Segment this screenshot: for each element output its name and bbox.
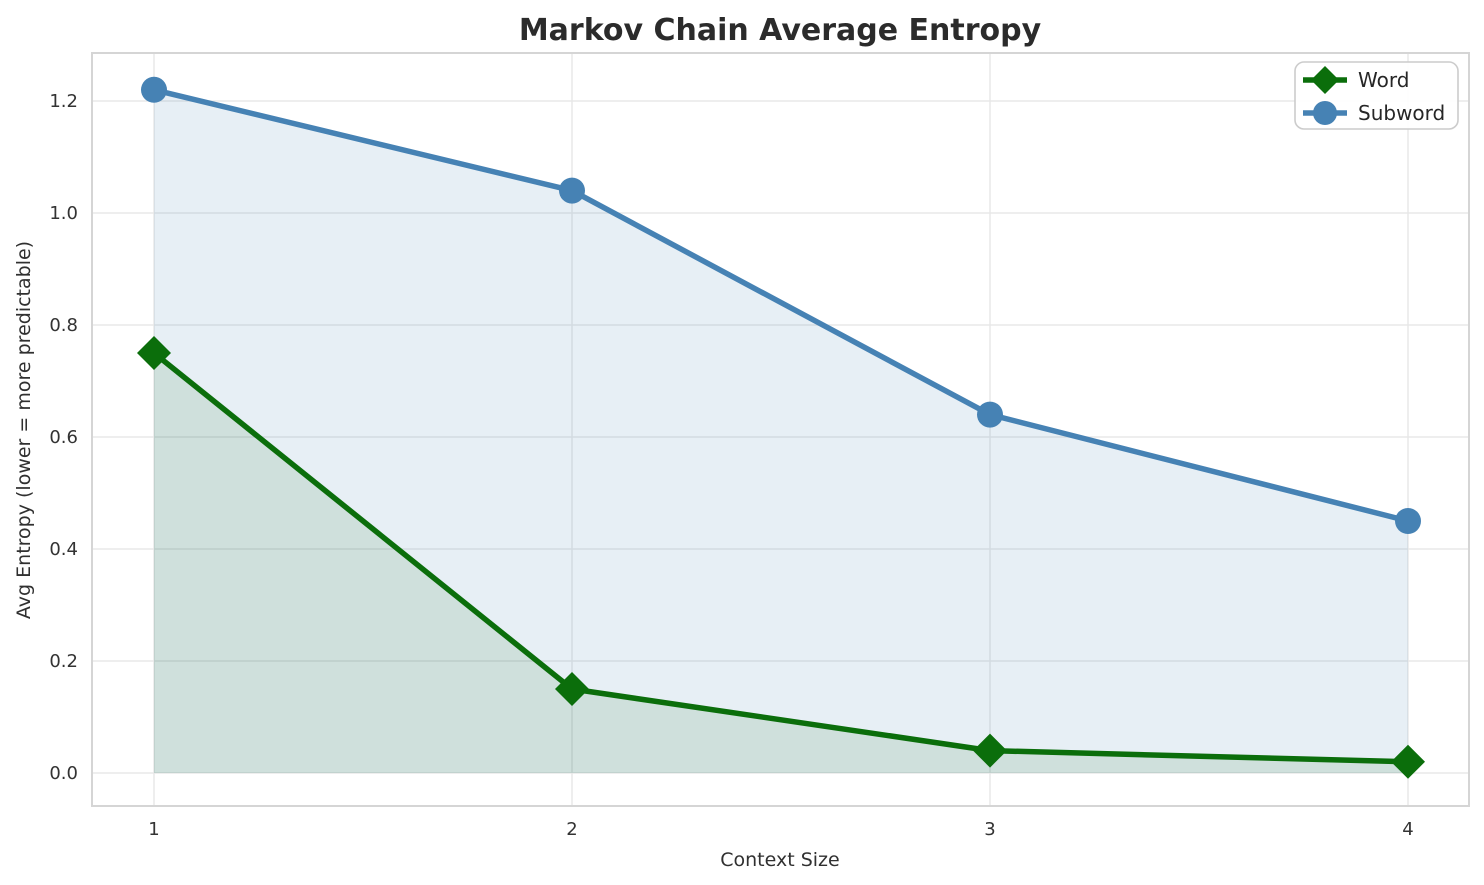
marker-circle-subword [559, 177, 585, 204]
marker-circle-subword [141, 76, 167, 103]
legend-subword-circle-icon [1313, 101, 1337, 125]
legend-subword-label: Subword [1358, 101, 1445, 125]
marker-diamond-word [973, 733, 1007, 768]
legend-entry-subword: Subword [1303, 101, 1445, 125]
line-subword [151, 87, 1411, 524]
legend-word-diamond-icon [1311, 66, 1339, 94]
x-axis-label: Context Size [720, 849, 839, 871]
y-tick-label: 0.6 [49, 427, 78, 448]
legend: Word Subword [1294, 61, 1459, 130]
series-lines [151, 87, 1411, 765]
y-tick-label: 0.2 [49, 651, 78, 672]
y-axis-tick-labels: 0.0 0.2 0.4 0.6 0.8 1.0 1.2 [49, 91, 78, 784]
y-tick-label: 0.8 [49, 315, 78, 336]
y-tick-label: 0.4 [49, 539, 78, 560]
marker-diamond-word [555, 672, 589, 706]
y-tick-label: 1.2 [49, 91, 78, 112]
plot-frame [91, 52, 1470, 807]
area-fill-word [154, 353, 1408, 773]
x-tick-label: 4 [1402, 819, 1413, 840]
y-tick-label: 1.0 [49, 203, 78, 224]
marker-diamond-word [137, 336, 171, 370]
series-markers [137, 76, 1425, 779]
y-axis-label: Avg Entropy (lower = more predictable) [13, 241, 35, 619]
line-word [151, 350, 1411, 765]
x-axis-tick-labels: 1 2 3 4 [148, 819, 1413, 840]
marker-diamond-word [1391, 744, 1425, 779]
chart-title: Markov Chain Average Entropy [519, 13, 1042, 48]
x-tick-label: 2 [566, 819, 577, 840]
marker-circle-subword [977, 401, 1003, 428]
x-tick-label: 1 [148, 819, 159, 840]
x-tick-label: 3 [984, 819, 995, 840]
legend-entry-word: Word [1303, 66, 1409, 94]
y-tick-label: 0.0 [49, 763, 78, 784]
plot-background [92, 53, 1469, 806]
legend-word-label: Word [1358, 68, 1409, 92]
marker-circle-subword [1395, 508, 1421, 534]
